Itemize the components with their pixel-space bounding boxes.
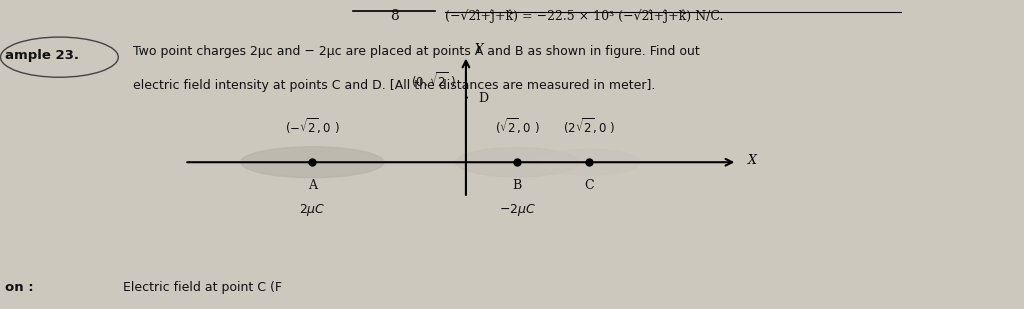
- Text: $(0,\sqrt{2}\ )$: $(0,\sqrt{2}\ )$: [411, 70, 456, 90]
- Text: C: C: [584, 179, 594, 192]
- Text: Two point charges 2μc and − 2μc are placed at points A and B as shown in figure.: Two point charges 2μc and − 2μc are plac…: [133, 45, 699, 58]
- Ellipse shape: [241, 147, 384, 178]
- Text: electric field intensity at points C and D. [All the distances are measured in m: electric field intensity at points C and…: [133, 79, 655, 92]
- Ellipse shape: [538, 149, 640, 175]
- Text: $2\mu C$: $2\mu C$: [299, 202, 326, 218]
- Ellipse shape: [456, 147, 579, 177]
- Text: Electric field at point C (F: Electric field at point C (F: [123, 281, 282, 294]
- Text: D: D: [478, 92, 488, 105]
- Text: B: B: [512, 179, 522, 192]
- Text: A: A: [308, 179, 316, 192]
- Text: $-2\mu C$: $-2\mu C$: [499, 202, 536, 218]
- Text: on :: on :: [5, 281, 34, 294]
- Text: (−√2î+ĵ+k̂) = −22.5 × 10³ (−√2î+ĵ+k̂) N/C.: (−√2î+ĵ+k̂) = −22.5 × 10³ (−√2î+ĵ+k̂…: [445, 9, 724, 23]
- Text: $(2\sqrt{2},0\ )$: $(2\sqrt{2},0\ )$: [562, 116, 615, 136]
- Text: X: X: [748, 154, 757, 167]
- Text: Y: Y: [474, 43, 482, 56]
- Text: $(\sqrt{2},0\ )$: $(\sqrt{2},0\ )$: [495, 116, 540, 136]
- Text: ample 23.: ample 23.: [5, 49, 79, 62]
- Text: 8: 8: [390, 9, 398, 23]
- Text: $(-\sqrt{2},0\ )$: $(-\sqrt{2},0\ )$: [285, 116, 340, 136]
